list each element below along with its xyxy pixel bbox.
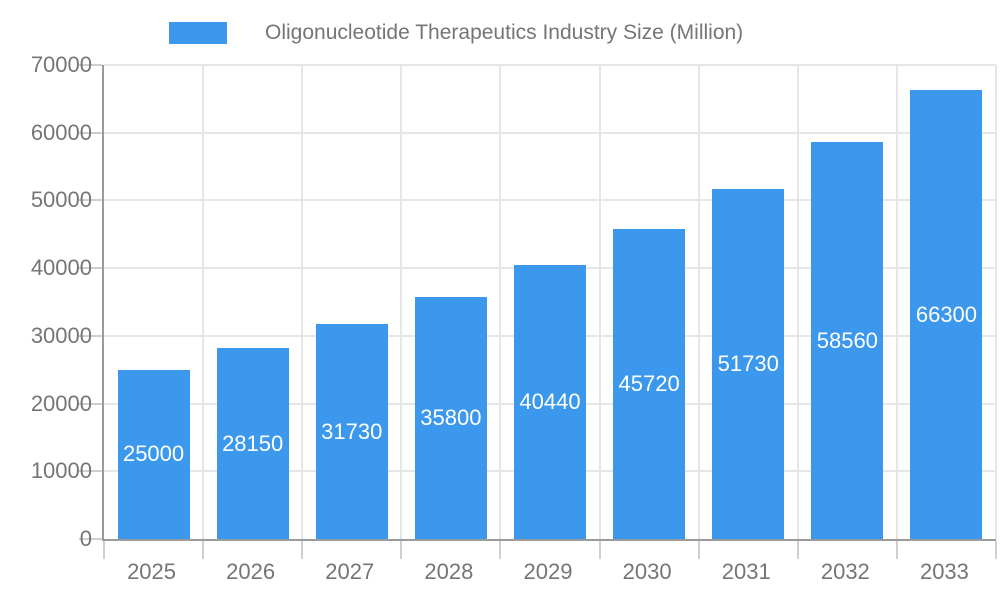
x-tick-mark [202,541,205,559]
y-tick-label: 70000 [30,52,92,77]
y-tick-mark [79,267,102,270]
x-gridline [995,65,997,539]
x-tick-mark [301,541,304,559]
x-gridline [301,65,304,539]
y-tick-label: 10000 [30,458,92,484]
x-gridline [796,65,799,539]
x-tick-label: 2029 [523,559,573,584]
x-tick-mark [697,541,700,559]
x-tick-label: 2026 [226,559,276,584]
y-tick-label: 20000 [30,390,92,416]
bar-value-label: 51730 [717,350,779,376]
y-tick-label: 60000 [30,119,92,145]
x-tick-label: 2031 [721,559,771,584]
bar-value-label: 31730 [321,418,383,444]
bar: 35800 [414,296,487,539]
x-tick-label: 2032 [820,559,870,584]
bar-value-label: 58560 [816,327,878,353]
bar-value-label: 66300 [915,301,978,327]
x-tick-mark [796,541,799,559]
bar: 58560 [811,142,884,539]
y-tick-mark [79,538,102,540]
bar-value-label: 25000 [122,441,185,467]
bar-value-label: 40440 [519,389,581,415]
x-tick-label: 2030 [622,559,672,584]
chart-legend: Oligonucleotide Therapeutics Industry Si… [169,21,743,45]
bar: 66300 [910,90,983,539]
x-tick-mark [995,541,997,559]
y-gridline [104,64,996,66]
plot-area: 25000 28150 31730 35800 40440 45720 51730 58560… [79,64,997,559]
y-tick-label: 0 [79,526,92,551]
x-gridline [895,65,898,539]
y-tick-mark [79,470,102,473]
x-tick-mark [103,541,105,559]
x-tick-mark [400,541,403,559]
x-gridline [400,65,403,539]
legend-swatch [169,22,227,44]
x-gridline [697,65,700,539]
bar-value-label: 45720 [618,371,680,397]
x-tick-mark [499,541,502,559]
x-gridline [598,65,601,539]
y-tick-mark [79,131,102,134]
bar-value-label: 35800 [420,404,482,430]
bar: 25000 [117,369,190,539]
x-tick-label: 2027 [325,559,375,584]
y-tick-label: 30000 [30,322,92,348]
y-gridline [104,199,996,202]
legend-label: Oligonucleotide Therapeutics Industry Si… [265,21,744,44]
bar: 40440 [514,265,586,539]
y-gridline [104,131,996,134]
bar: 45720 [613,229,686,539]
x-tick-label: 2028 [424,559,474,584]
x-tick-mark [895,541,898,559]
x-tick-label: 2033 [919,559,969,584]
y-tick-mark [79,199,102,202]
bar: 31730 [315,324,388,539]
x-gridline [499,65,502,539]
x-gridline [202,65,205,539]
y-tick-mark [79,334,102,337]
y-tick-mark [79,64,102,66]
y-tick-label: 40000 [30,255,92,281]
x-tick-label: 2025 [127,559,177,584]
y-tick-label: 50000 [30,187,92,213]
y-tick-mark [79,402,102,405]
bar-value-label: 28150 [222,430,284,456]
x-tick-mark [598,541,601,559]
bar: 28150 [216,348,289,539]
bar: 51730 [712,188,785,539]
